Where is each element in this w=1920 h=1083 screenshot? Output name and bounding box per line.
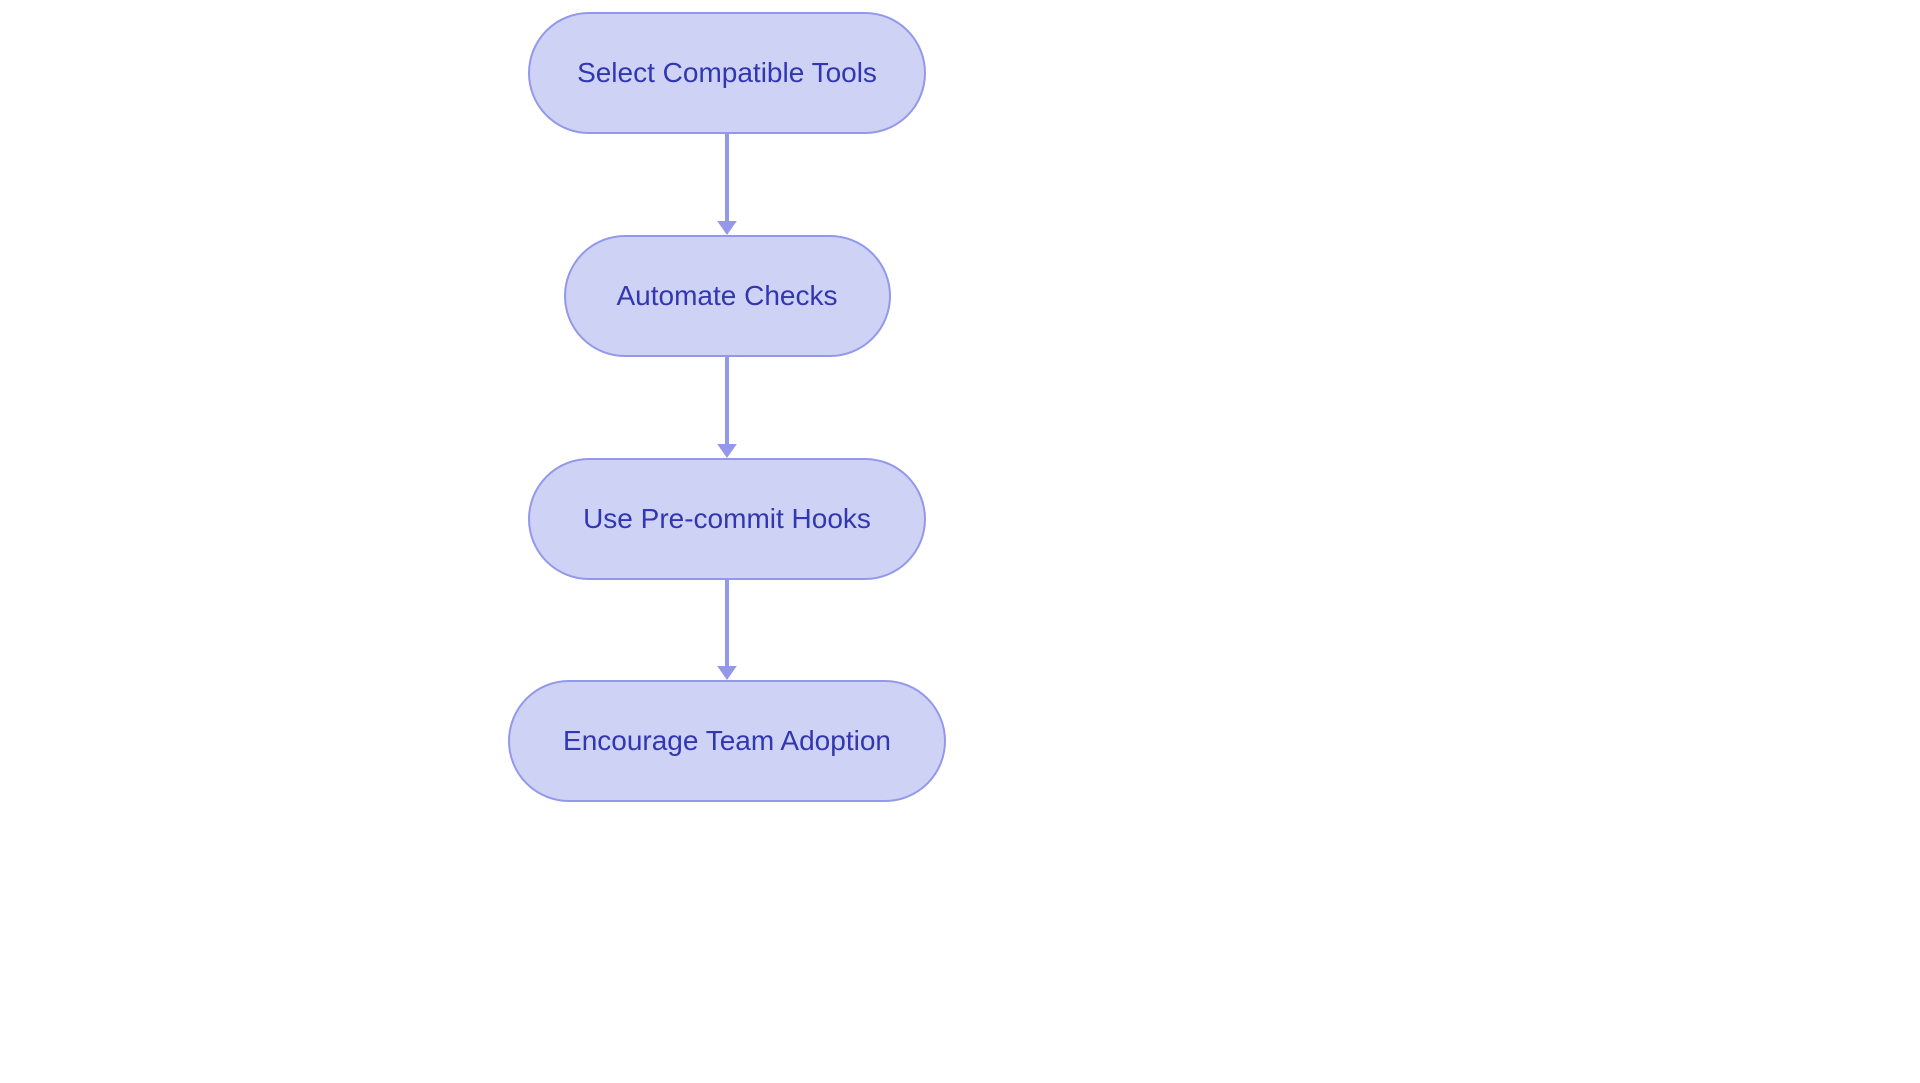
- flow-node: Select Compatible Tools: [528, 12, 926, 134]
- flow-node-label: Select Compatible Tools: [577, 57, 877, 89]
- flow-node-label: Use Pre-commit Hooks: [583, 503, 871, 535]
- flow-node: Encourage Team Adoption: [508, 680, 946, 802]
- flow-node: Automate Checks: [564, 235, 891, 357]
- flow-node-label: Automate Checks: [617, 280, 838, 312]
- flowchart-canvas: Select Compatible Tools Automate Checks …: [0, 0, 1920, 1083]
- flow-arrow: [707, 134, 747, 235]
- flow-arrow: [707, 580, 747, 680]
- flow-node: Use Pre-commit Hooks: [528, 458, 926, 580]
- flow-node-label: Encourage Team Adoption: [563, 725, 891, 757]
- flow-arrow: [707, 357, 747, 458]
